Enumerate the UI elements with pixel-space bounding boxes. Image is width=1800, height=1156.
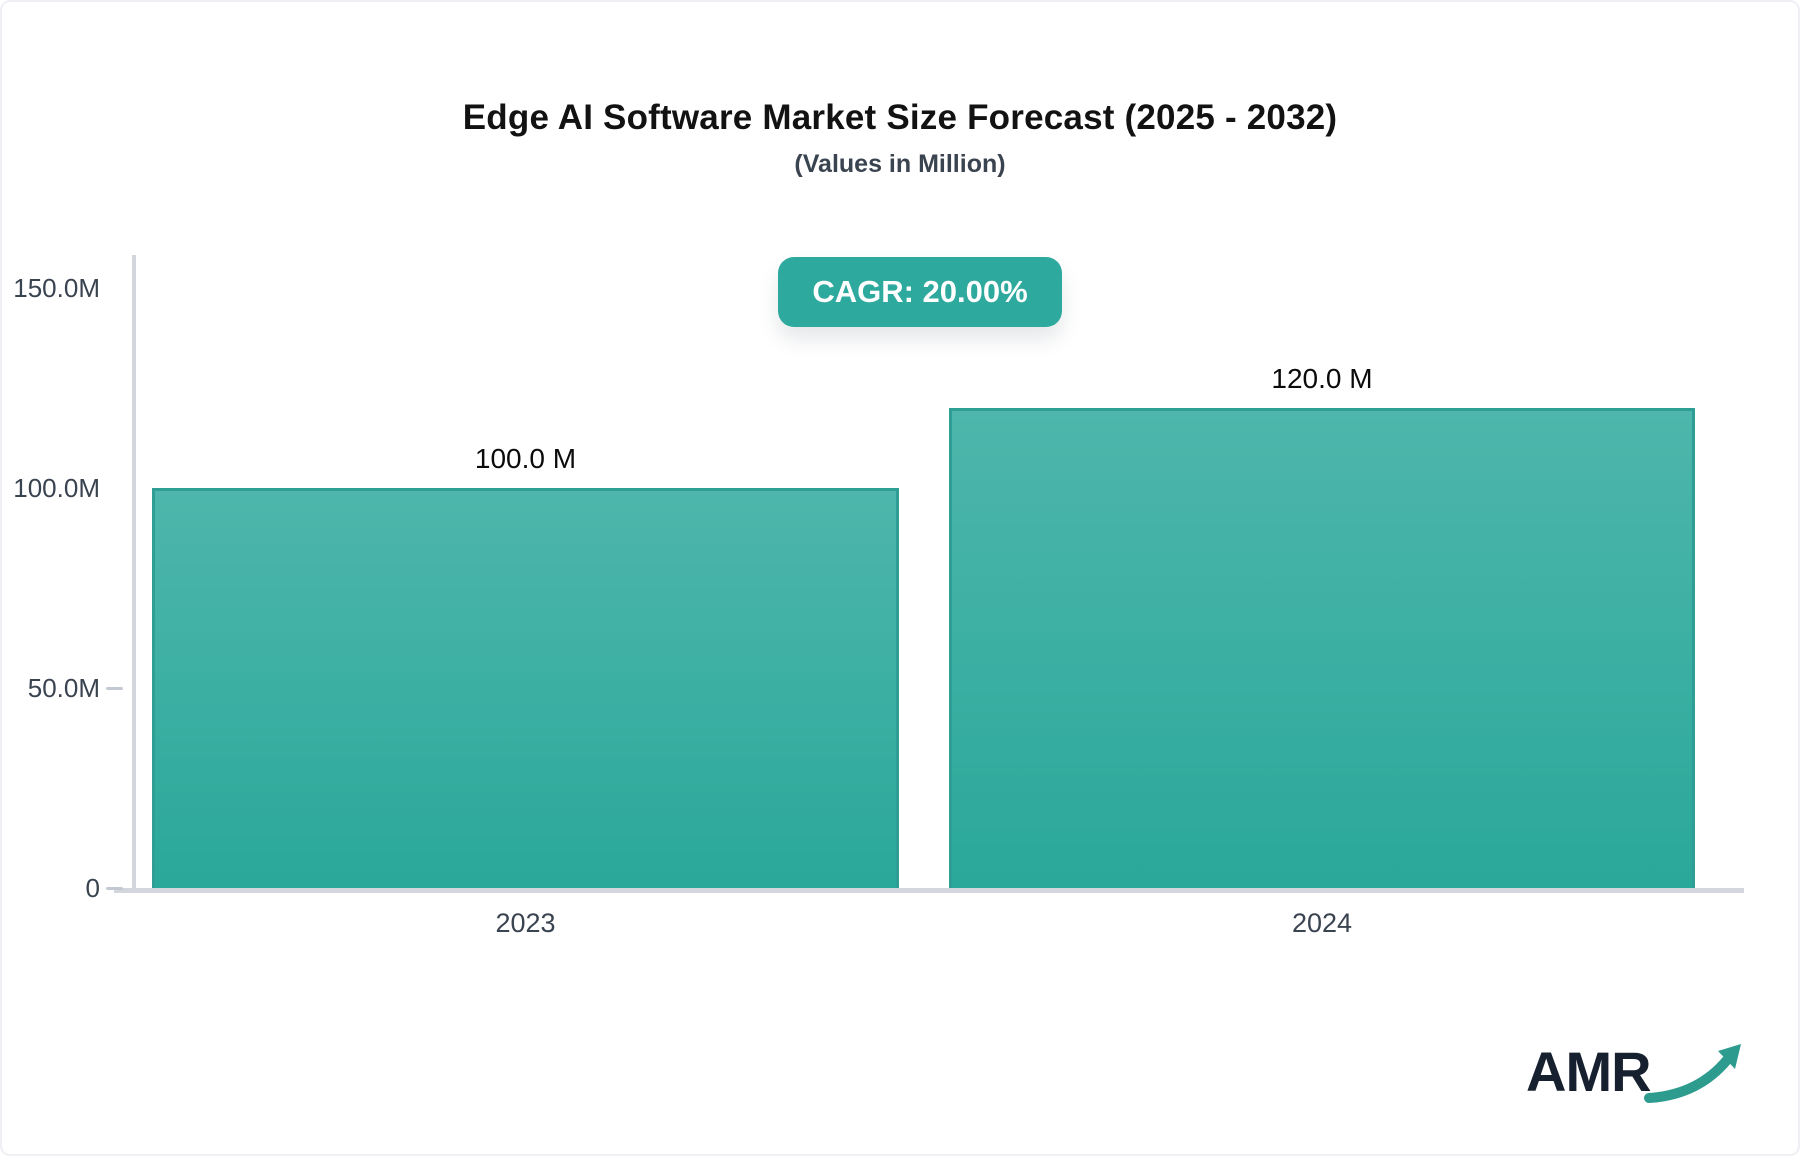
y-axis-tick-label: 50.0M xyxy=(27,673,100,703)
y-axis-tick-dash xyxy=(106,687,123,690)
chart-subtitle: (Values in Million) xyxy=(794,150,1006,178)
chart-title: Edge AI Software Market Size Forecast (2… xyxy=(462,98,1338,137)
cagr-badge: CAGR: 20.00% xyxy=(778,257,1062,327)
x-axis-label: 2023 xyxy=(495,908,556,938)
amr-logo-text: AMR xyxy=(1526,1039,1652,1103)
bar-value-label: 120.0 M xyxy=(1271,363,1373,394)
bar-2024 xyxy=(949,408,1695,888)
y-axis-tick-dash xyxy=(106,887,123,890)
y-axis-tick-label: 100.0M xyxy=(13,473,100,503)
bar-2023 xyxy=(152,488,899,888)
y-axis-line xyxy=(132,255,136,893)
x-axis-line xyxy=(114,888,1744,893)
y-axis-tick-label: 150.0M xyxy=(13,273,100,303)
amr-logo: AMR xyxy=(1526,1032,1761,1110)
bar-value-label: 100.0 M xyxy=(474,443,577,474)
x-axis-label: 2024 xyxy=(1291,908,1353,938)
amr-logo-arrow-icon xyxy=(1643,1044,1741,1103)
y-axis-tick-label: 0 xyxy=(85,873,100,903)
